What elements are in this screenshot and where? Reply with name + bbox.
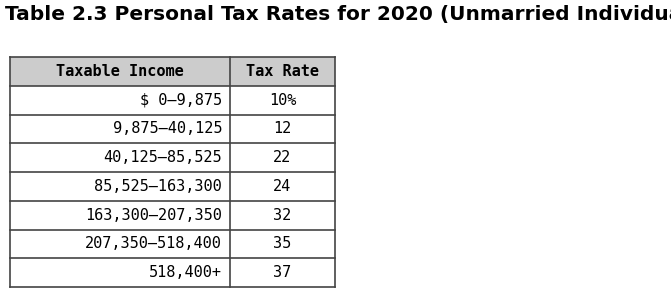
Bar bbox=[10, 57, 335, 86]
Text: 22: 22 bbox=[273, 150, 292, 165]
Text: $ 0–9,875: $ 0–9,875 bbox=[140, 93, 222, 108]
Text: 24: 24 bbox=[273, 179, 292, 194]
Text: 10%: 10% bbox=[269, 93, 296, 108]
Text: 85,525–163,300: 85,525–163,300 bbox=[94, 179, 222, 194]
Text: 40,125–85,525: 40,125–85,525 bbox=[103, 150, 222, 165]
Text: 9,875–40,125: 9,875–40,125 bbox=[113, 121, 222, 136]
Text: Taxable Income: Taxable Income bbox=[56, 64, 184, 79]
Text: Table 2.3 Personal Tax Rates for 2020 (Unmarried Individuals): Table 2.3 Personal Tax Rates for 2020 (U… bbox=[5, 5, 671, 24]
Text: Tax Rate: Tax Rate bbox=[246, 64, 319, 79]
Text: 12: 12 bbox=[273, 121, 292, 136]
Text: 207,350–518,400: 207,350–518,400 bbox=[85, 236, 222, 251]
Text: 35: 35 bbox=[273, 236, 292, 251]
Text: 518,400+: 518,400+ bbox=[149, 265, 222, 280]
Text: 37: 37 bbox=[273, 265, 292, 280]
Text: 32: 32 bbox=[273, 208, 292, 223]
Text: 163,300–207,350: 163,300–207,350 bbox=[85, 208, 222, 223]
